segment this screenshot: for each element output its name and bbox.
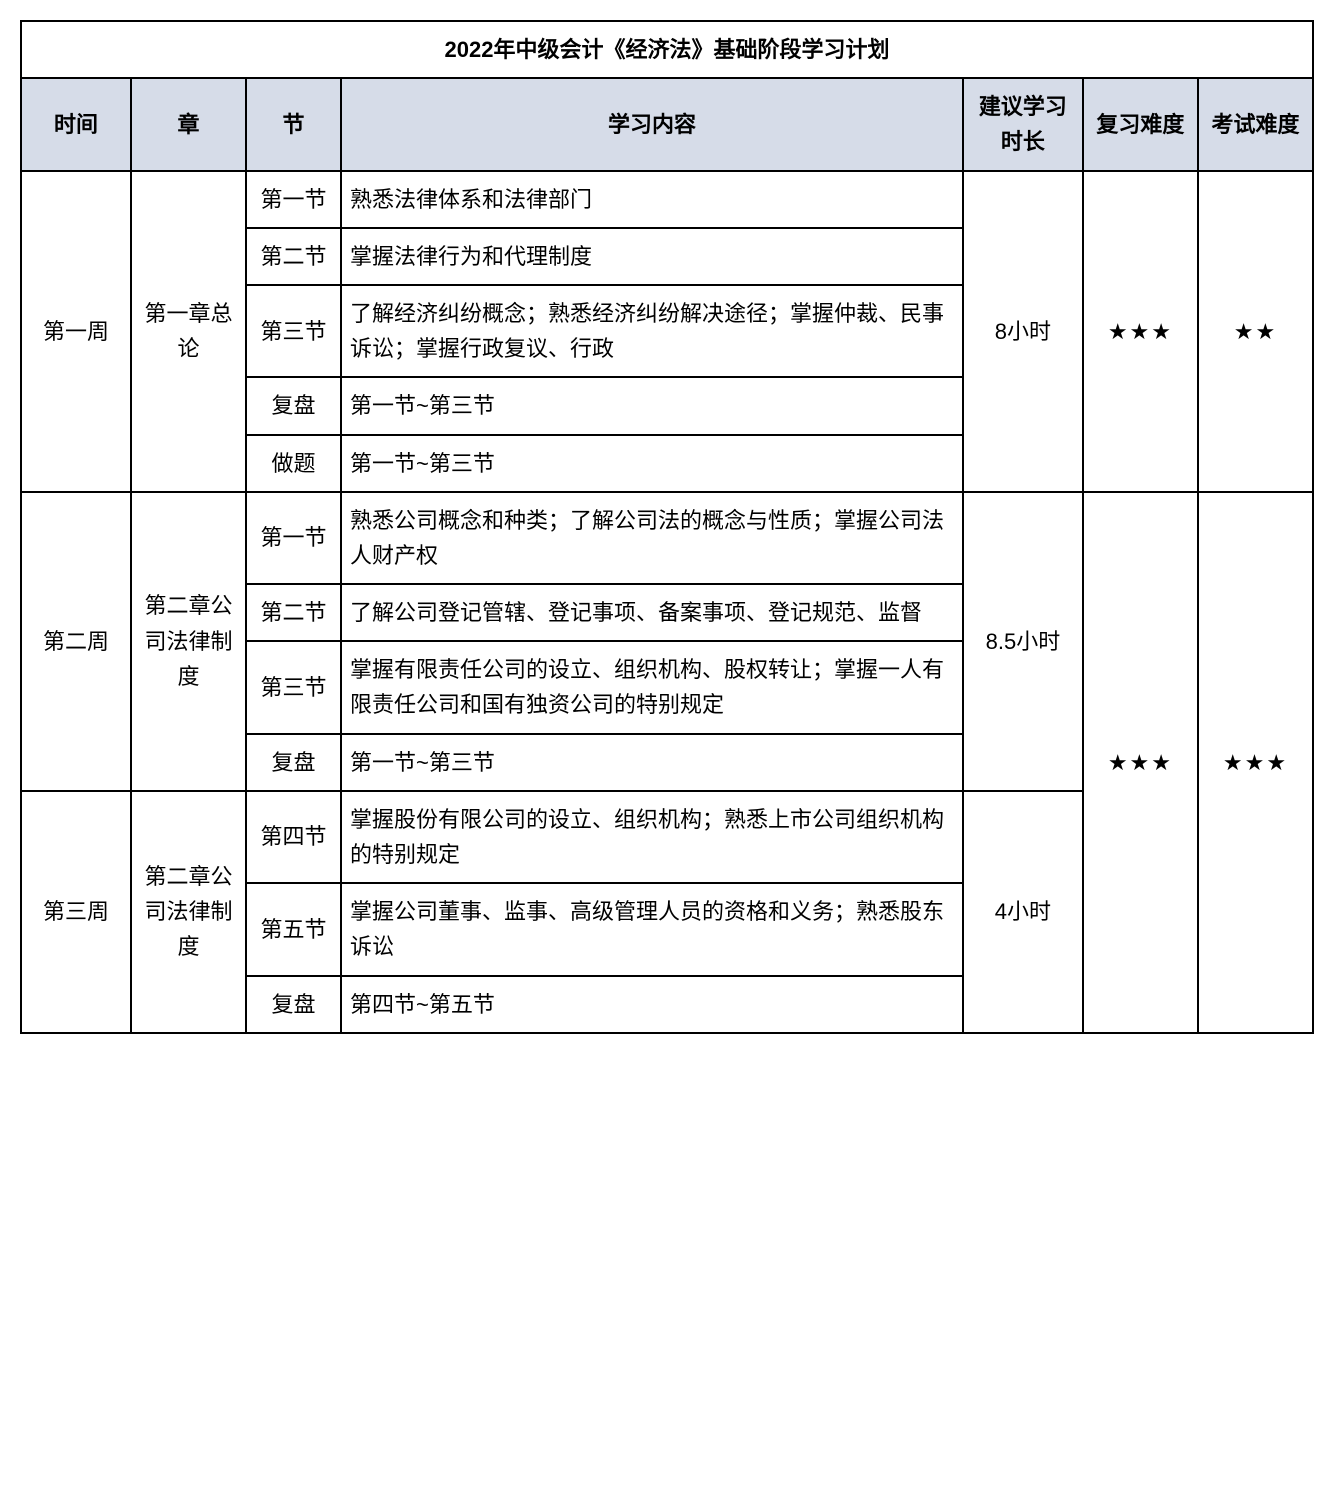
content-cell: 了解公司登记管辖、登记事项、备案事项、登记规范、监督 [341, 584, 963, 641]
section-cell: 第一节 [246, 171, 341, 228]
duration-cell: 4小时 [963, 791, 1083, 1033]
table-row: 第一周 第一章总论 第一节 熟悉法律体系和法律部门 8小时 ★★★ ★★ [21, 171, 1313, 228]
content-cell: 掌握有限责任公司的设立、组织机构、股权转让；掌握一人有限责任公司和国有独资公司的… [341, 641, 963, 733]
exam-difficulty-cell: ★★★ [1198, 492, 1313, 1033]
duration-cell: 8小时 [963, 171, 1083, 492]
content-cell: 掌握公司董事、监事、高级管理人员的资格和义务；熟悉股东诉讼 [341, 883, 963, 975]
time-cell: 第三周 [21, 791, 131, 1033]
header-exam-difficulty: 考试难度 [1198, 78, 1313, 170]
content-cell: 掌握股份有限公司的设立、组织机构；熟悉上市公司组织机构的特别规定 [341, 791, 963, 883]
content-cell: 第一节~第三节 [341, 377, 963, 434]
header-duration: 建议学习时长 [963, 78, 1083, 170]
content-cell: 第一节~第三节 [341, 435, 963, 492]
section-cell: 第三节 [246, 285, 341, 377]
content-cell: 掌握法律行为和代理制度 [341, 228, 963, 285]
header-time: 时间 [21, 78, 131, 170]
study-plan-table: 2022年中级会计《经济法》基础阶段学习计划 时间 章 节 学习内容 建议学习时… [20, 20, 1314, 1034]
section-cell: 做题 [246, 435, 341, 492]
header-review-difficulty: 复习难度 [1083, 78, 1198, 170]
content-cell: 熟悉法律体系和法律部门 [341, 171, 963, 228]
section-cell: 第五节 [246, 883, 341, 975]
content-cell: 熟悉公司概念和种类；了解公司法的概念与性质；掌握公司法人财产权 [341, 492, 963, 584]
table-row: 第二周 第二章公司法律制度 第一节 熟悉公司概念和种类；了解公司法的概念与性质；… [21, 492, 1313, 584]
content-cell: 了解经济纠纷概念；熟悉经济纠纷解决途径；掌握仲裁、民事诉讼；掌握行政复议、行政 [341, 285, 963, 377]
review-difficulty-cell: ★★★ [1083, 492, 1198, 1033]
section-cell: 第二节 [246, 584, 341, 641]
header-section: 节 [246, 78, 341, 170]
section-cell: 复盘 [246, 976, 341, 1033]
review-difficulty-cell: ★★★ [1083, 171, 1198, 492]
page-title: 2022年中级会计《经济法》基础阶段学习计划 [21, 21, 1313, 78]
section-cell: 复盘 [246, 377, 341, 434]
chapter-cell: 第一章总论 [131, 171, 246, 492]
header-content: 学习内容 [341, 78, 963, 170]
section-cell: 第一节 [246, 492, 341, 584]
section-cell: 第四节 [246, 791, 341, 883]
section-cell: 第三节 [246, 641, 341, 733]
chapter-cell: 第二章公司法律制度 [131, 791, 246, 1033]
time-cell: 第一周 [21, 171, 131, 492]
time-cell: 第二周 [21, 492, 131, 791]
exam-difficulty-cell: ★★ [1198, 171, 1313, 492]
duration-cell: 8.5小时 [963, 492, 1083, 791]
chapter-cell: 第二章公司法律制度 [131, 492, 246, 791]
header-row: 时间 章 节 学习内容 建议学习时长 复习难度 考试难度 [21, 78, 1313, 170]
header-chapter: 章 [131, 78, 246, 170]
title-row: 2022年中级会计《经济法》基础阶段学习计划 [21, 21, 1313, 78]
content-cell: 第四节~第五节 [341, 976, 963, 1033]
section-cell: 复盘 [246, 734, 341, 791]
content-cell: 第一节~第三节 [341, 734, 963, 791]
section-cell: 第二节 [246, 228, 341, 285]
